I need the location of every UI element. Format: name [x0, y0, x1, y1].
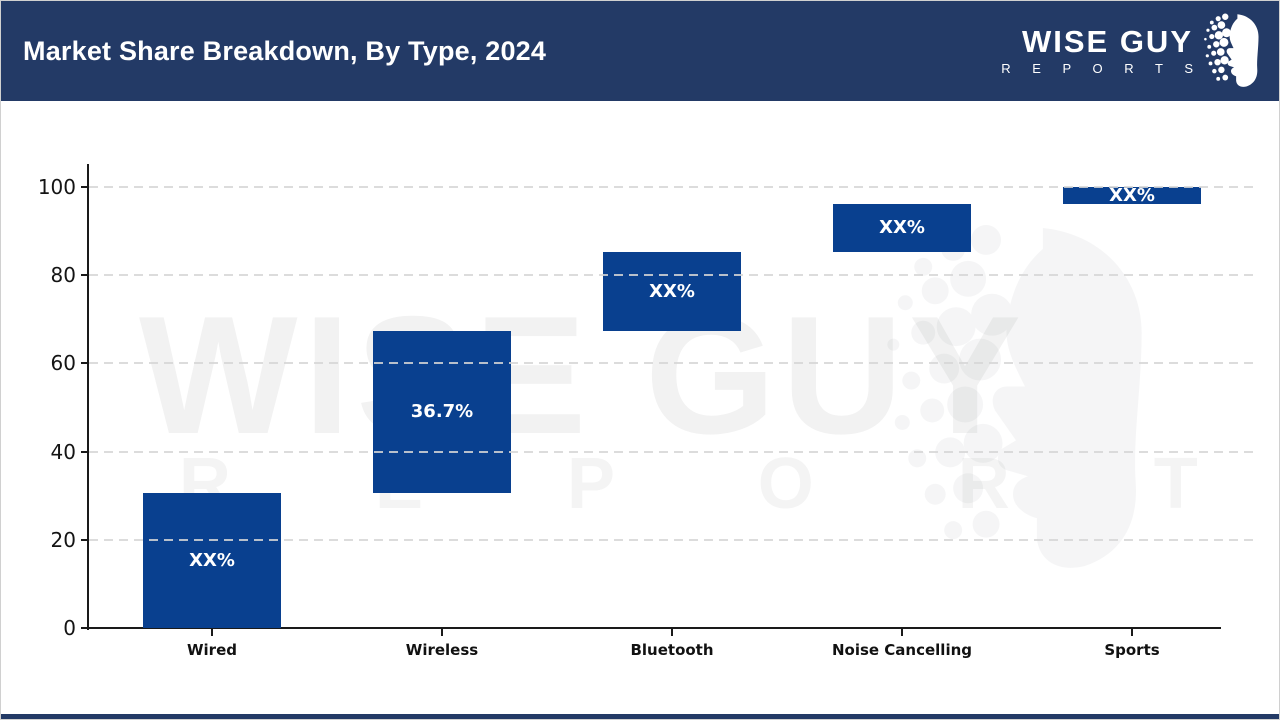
y-tick-label-100: 100: [37, 175, 76, 199]
y-tick-label-20: 20: [50, 527, 76, 552]
bar-bluetooth: [603, 252, 741, 332]
bar-sports: [1063, 187, 1201, 205]
y-tick-label-60: 60: [50, 351, 76, 376]
y-axis: [87, 164, 89, 630]
bar-noise-cancelling: [833, 204, 971, 253]
x-label-sports: Sports: [1104, 641, 1160, 659]
bar-label-bluetooth: XX%: [649, 280, 695, 302]
footer-accent-bar: [1, 714, 1279, 719]
x-axis: [87, 627, 1221, 629]
gridline-100: [89, 186, 1254, 188]
bar-wireless: [373, 331, 511, 494]
page-title: Market Share Breakdown, By Type, 2024: [23, 35, 547, 66]
y-tick-20: [81, 538, 88, 541]
brand-name: WISE GUY: [1021, 24, 1193, 59]
y-tick-80: [81, 274, 88, 277]
x-label-bluetooth: Bluetooth: [630, 641, 714, 659]
x-label-wired: Wired: [187, 641, 237, 659]
brand-head-icon: [1204, 13, 1259, 87]
gridline-80: [89, 274, 1254, 277]
y-tick-60: [81, 362, 88, 365]
x-tick-bluetooth: [671, 629, 673, 636]
watermark-brand-text: WISE GUY: [139, 281, 1028, 469]
gridline-40: [89, 450, 1254, 453]
bar-label-noise-cancelling: XX%: [879, 217, 925, 239]
header-bar: Market Share Breakdown, By Type, 2024 WI…: [1, 1, 1279, 101]
gridline-20: [89, 538, 1254, 541]
gridline-60: [89, 362, 1254, 365]
bar-label-sports: XX%: [1109, 184, 1155, 206]
x-tick-noise-cancelling: [901, 629, 903, 636]
x-label-noise-cancelling: Noise Cancelling: [831, 641, 973, 659]
bar-wired: [143, 493, 281, 628]
y-tick-label-80: 80: [50, 263, 76, 288]
brand-logo: WISE GUY R E P O R T S: [1001, 11, 1265, 91]
y-tick-label-40: 40: [50, 439, 76, 464]
brand-subtitle: R E P O R T S: [1001, 61, 1202, 76]
x-label-wireless: Wireless: [405, 641, 479, 659]
y-tick-100: [81, 186, 88, 188]
y-tick-0: [81, 627, 88, 629]
bar-label-wireless: 36.7%: [410, 401, 474, 423]
brand-logo-text: WISE GUY R E P O R T S: [1001, 26, 1193, 76]
x-tick-sports: [1131, 629, 1133, 636]
y-tick-label-0: 0: [63, 616, 76, 640]
bar-label-wired: XX%: [189, 549, 235, 571]
x-tick-wired: [211, 629, 213, 636]
x-tick-wireless: [441, 629, 443, 636]
y-tick-40: [81, 450, 88, 453]
